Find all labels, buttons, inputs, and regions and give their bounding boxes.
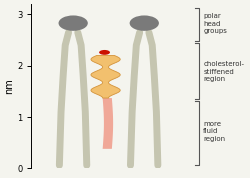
Text: more
fluid
region: more fluid region: [202, 121, 224, 142]
Ellipse shape: [99, 50, 110, 55]
Ellipse shape: [58, 15, 88, 31]
Ellipse shape: [129, 15, 158, 31]
Polygon shape: [90, 56, 120, 98]
Y-axis label: nm: nm: [4, 78, 14, 94]
Text: polar
head
groups: polar head groups: [202, 13, 226, 34]
Polygon shape: [102, 98, 113, 149]
Text: cholesterol-
stiffened
region: cholesterol- stiffened region: [202, 61, 243, 82]
